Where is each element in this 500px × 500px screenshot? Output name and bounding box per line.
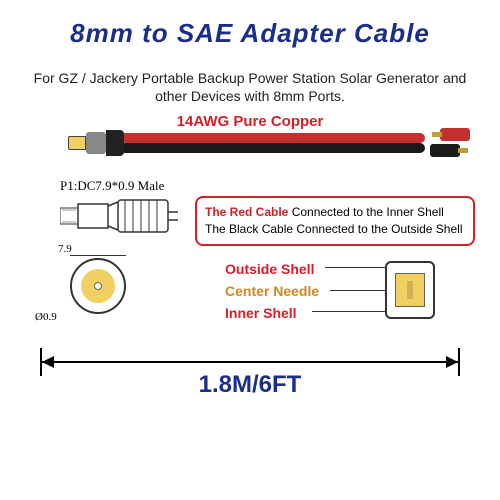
sae-red-half — [440, 128, 470, 141]
sae-black-pin — [458, 148, 468, 153]
sae-plug-icon — [420, 128, 470, 158]
side-diagram-row: P1:DC7.9*0.9 Male The Red Cable Connecte… — [0, 178, 500, 248]
red-cable-text: The Red Cable — [205, 205, 288, 219]
dim-line-top — [70, 255, 126, 256]
copper-label: 14AWG Pure Copper — [177, 113, 324, 130]
leader-line-inner — [312, 311, 396, 312]
subtitle-text: For GZ / Jackery Portable Backup Power S… — [0, 69, 500, 105]
sae-black-half — [430, 144, 460, 157]
measure-arrow-right — [446, 356, 458, 368]
leader-line-outside — [325, 267, 387, 268]
red-cable-rest: Connected to the Inner Shell — [288, 205, 443, 219]
front-diagram-row: 7.9 Ø0.9 Outside Shell Center Needle Inn… — [0, 253, 500, 348]
measurement-bar: 1.8M/6FT — [0, 353, 500, 403]
p1-label: P1:DC7.9*0.9 Male — [60, 178, 164, 194]
cable-illustration: 14AWG Pure Copper — [0, 113, 500, 173]
dimension-width: 7.9 — [58, 243, 72, 255]
main-title: 8mm to SAE Adapter Cable — [0, 0, 500, 49]
dc-body — [106, 130, 124, 156]
label-center-needle: Center Needle — [225, 283, 319, 299]
label-outside-shell: Outside Shell — [225, 261, 314, 277]
cs-needle — [407, 281, 413, 299]
dc-plug-icon — [68, 130, 123, 156]
label-inner-shell: Inner Shell — [225, 305, 297, 321]
measure-tick-right — [458, 348, 460, 376]
measure-line — [40, 361, 460, 363]
cross-section-diagram — [385, 253, 440, 333]
dimension-needle: Ø0.9 — [35, 311, 57, 323]
wiring-info-box: The Red Cable Connected to the Inner She… — [195, 196, 475, 246]
sae-red-pin — [432, 132, 442, 137]
cable-black-wire — [120, 143, 425, 153]
dc-barrel — [86, 132, 106, 154]
dc-tip — [68, 136, 86, 150]
info-line-red: The Red Cable Connected to the Inner She… — [205, 204, 465, 221]
measure-length-label: 1.8M/6FT — [199, 371, 302, 399]
info-line-black: The Black Cable Connected to the Outside… — [205, 221, 465, 238]
cable-red-wire — [120, 133, 425, 143]
side-view-diagram — [60, 196, 180, 246]
